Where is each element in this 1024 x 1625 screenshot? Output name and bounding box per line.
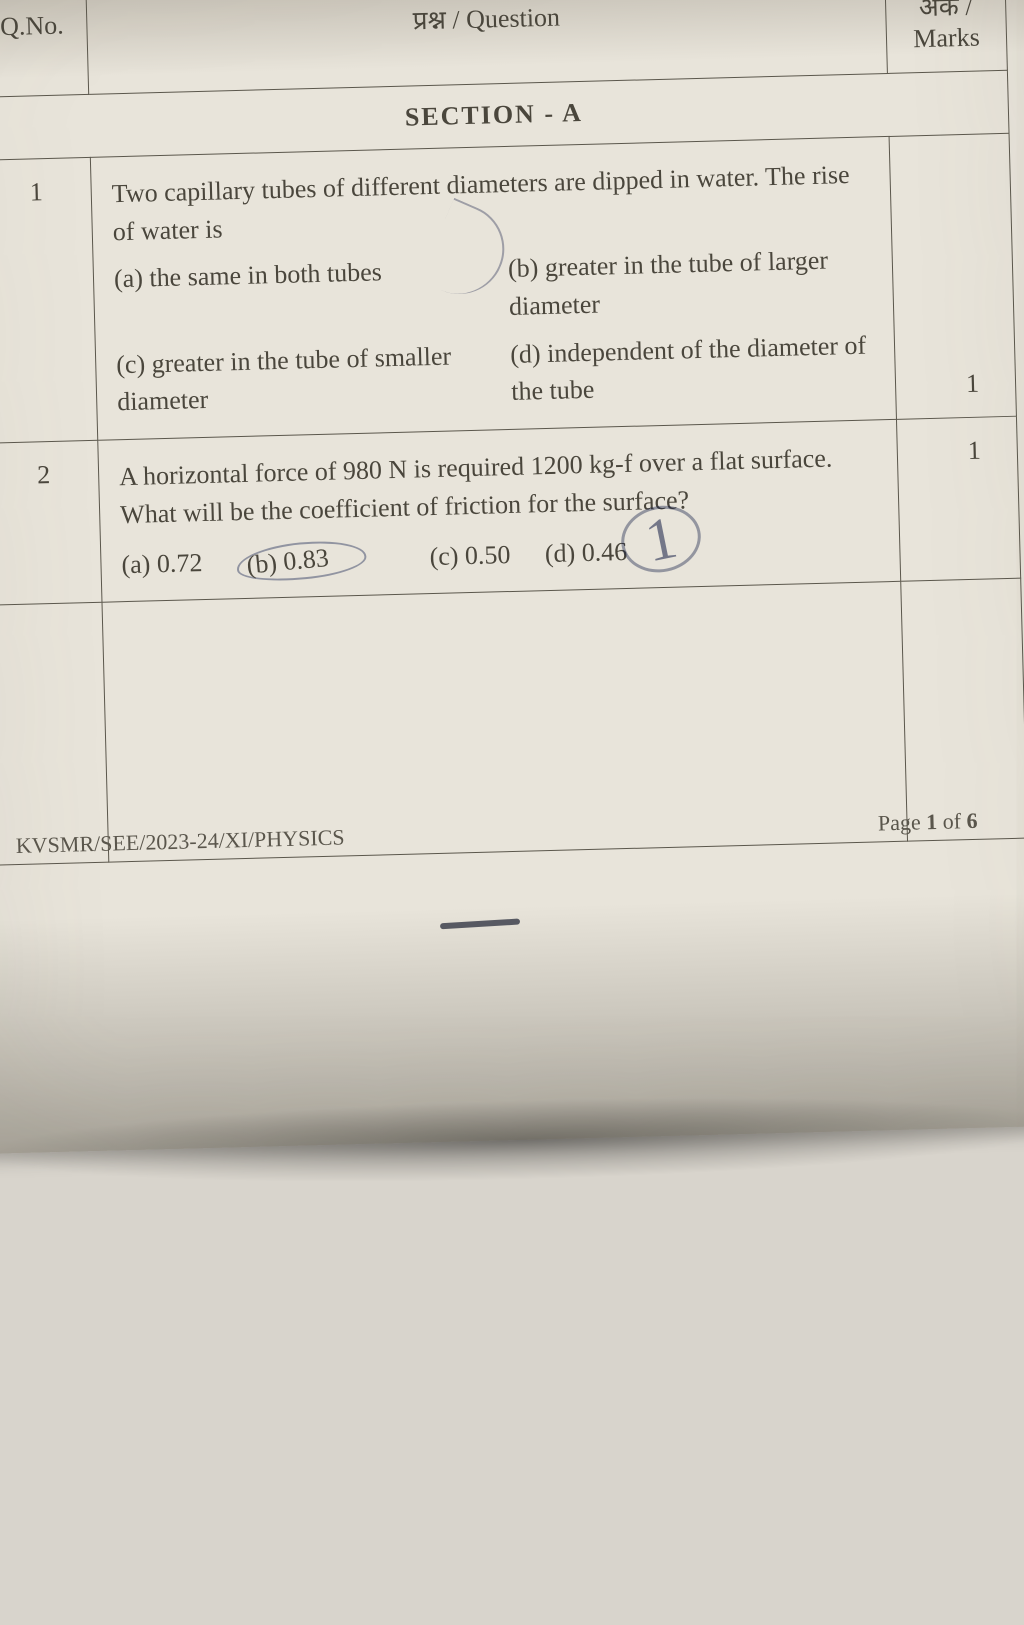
header-qno: Q.No. <box>0 0 89 97</box>
empty-qno <box>0 602 109 865</box>
q2-opt-a: (a) 0.72 <box>121 544 203 584</box>
q1-cell: Two capillary tubes of different diamete… <box>90 136 896 440</box>
ink-dash-icon <box>440 918 520 929</box>
table-row: 2 A horizontal force of 980 N is require… <box>0 416 1021 605</box>
q2-opt-b: (b) 0.83 <box>236 539 395 581</box>
q2-opt-b-text: (b) 0.83 <box>246 543 331 579</box>
footer-page-number: 1 <box>926 809 938 834</box>
q1-opt-b: (b) greater in the tube of larger diamet… <box>508 241 874 326</box>
footer-page-mid: of <box>937 808 967 834</box>
question-table: Q.No. प्रश्न / Question अंक / Marks SECT… <box>0 0 1024 866</box>
q1-opt-d: (d) independent of the diameter of the t… <box>510 326 876 411</box>
q2-opt-d: (d) 0.46 <box>544 532 627 572</box>
q2-marks: 1 <box>896 416 1020 581</box>
empty-marks <box>901 578 1024 841</box>
footer-page-total: 6 <box>966 808 978 833</box>
q1-opt-c: (c) greater in the tube of smaller diame… <box>116 336 512 422</box>
q2-text: A horizontal force of 980 N is required … <box>119 438 879 533</box>
footer-page: Page 1 of 6 <box>878 808 978 837</box>
q1-num: 1 <box>0 157 98 443</box>
q2-num: 2 <box>0 440 102 605</box>
exam-paper: Q.No. प्रश्न / Question अंक / Marks SECT… <box>0 0 1024 1154</box>
sheet: Q.No. प्रश्न / Question अंक / Marks SECT… <box>0 0 1024 1154</box>
q1-options-2: (c) greater in the tube of smaller diame… <box>116 326 876 421</box>
table-row: 1 Two capillary tubes of different diame… <box>0 133 1016 443</box>
q2-options: (a) 0.72 (b) 0.83 (c) 0.50 (d) 0.46 <box>121 526 880 584</box>
footer-page-prefix: Page <box>878 809 927 835</box>
empty-row <box>0 578 1024 865</box>
pen-circle-icon: (b) 0.83 <box>235 536 368 585</box>
q1-marks: 1 <box>889 133 1016 419</box>
q2-opt-c: (c) 0.50 <box>429 536 511 576</box>
empty-q <box>102 581 908 862</box>
header-marks: अंक / Marks <box>885 0 1008 73</box>
q2-cell: A horizontal force of 980 N is required … <box>98 419 901 602</box>
